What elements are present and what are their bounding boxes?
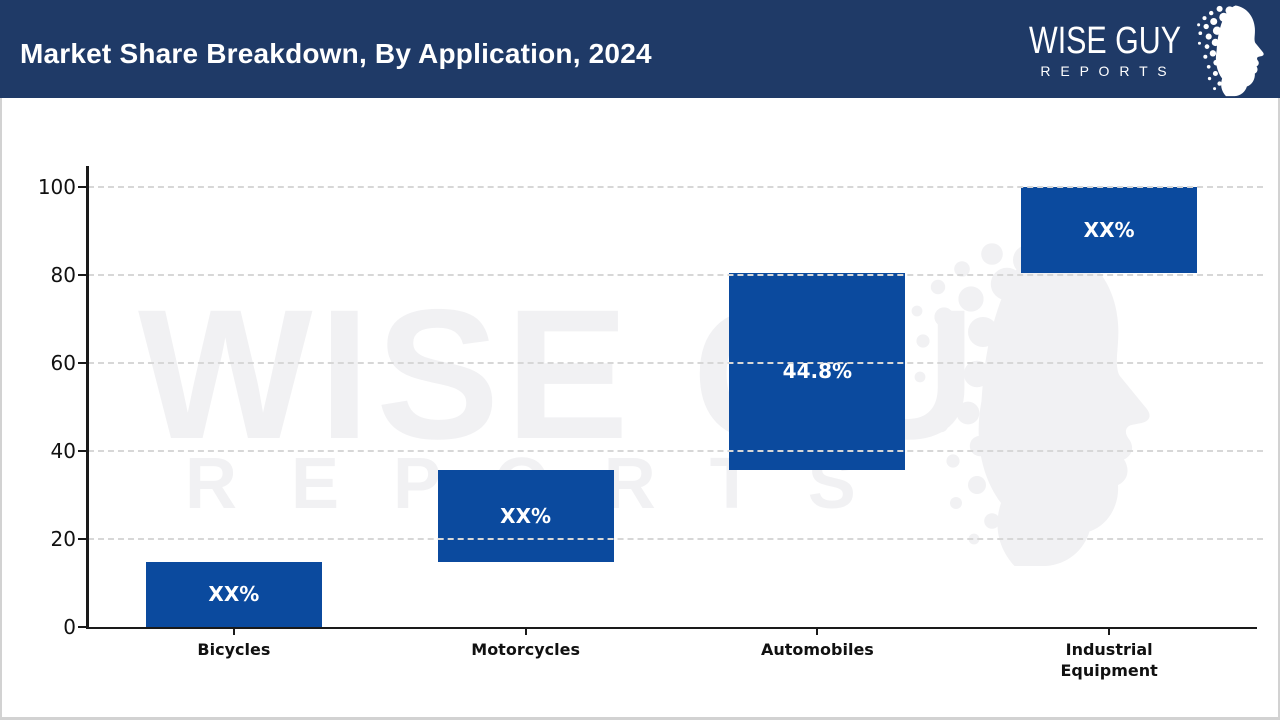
bar-value-label: XX% [1083, 217, 1135, 242]
x-tick-label: Industrial Equipment [1060, 640, 1158, 680]
x-tick [524, 629, 527, 635]
bar-bicycles: XX% [145, 561, 322, 627]
chart-title: Market Share Breakdown, By Application, … [20, 38, 652, 69]
y-tick-label: 40 [50, 439, 76, 463]
y-tick [78, 450, 86, 452]
y-tick-label: 0 [63, 615, 76, 639]
gridline [88, 362, 1263, 364]
gridline [88, 538, 1263, 540]
logo-name: WISE GUY [1028, 19, 1181, 62]
wise-guy-logo: WISE GUY R E P O R T S [1010, 3, 1270, 97]
gridline [88, 186, 1263, 188]
x-tick [816, 629, 819, 635]
y-tick [78, 362, 86, 364]
bar-value-label: XX% [500, 503, 552, 528]
gridline [88, 274, 1263, 276]
y-tick [78, 186, 86, 188]
gridline [88, 450, 1263, 452]
y-tick [78, 274, 86, 276]
bar-motorcycles: XX% [437, 469, 614, 562]
y-tick-label: 20 [50, 527, 76, 551]
y-tick [78, 538, 86, 540]
y-tick [78, 626, 86, 628]
y-tick-label: 60 [50, 351, 76, 375]
logo-text-block: WISE GUY R E P O R T S [1010, 22, 1200, 79]
y-tick-label: 100 [37, 175, 76, 199]
logo-head-icon [1186, 3, 1270, 97]
x-tick-label: Bicycles [197, 640, 271, 659]
x-tick [1108, 629, 1111, 635]
y-axis-line [86, 166, 89, 629]
logo-subtext: R E P O R T S [1040, 62, 1170, 79]
bar-industrial-equipment: XX% [1021, 187, 1198, 273]
bar-automobiles: 44.8% [729, 272, 906, 470]
y-tick-label: 80 [50, 263, 76, 287]
bar-value-label: XX% [208, 582, 260, 607]
x-tick [232, 629, 235, 635]
header-bar: Market Share Breakdown, By Application, … [0, 0, 1280, 98]
x-tick-label: Motorcycles [471, 640, 580, 659]
x-axis-line [86, 626, 1257, 629]
x-tick-label: Automobiles [760, 640, 874, 659]
